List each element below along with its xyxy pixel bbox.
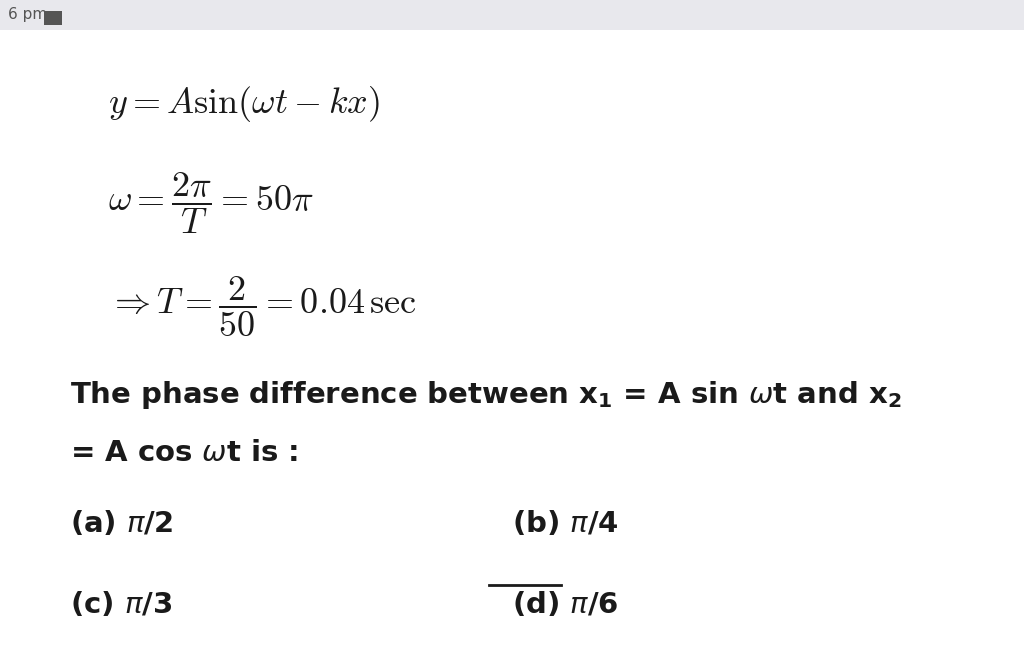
Text: = A cos $\omega$t is :: = A cos $\omega$t is :	[70, 439, 298, 467]
Text: (b) $\pi$/4: (b) $\pi$/4	[512, 509, 618, 538]
Text: (d) $\pi$/6: (d) $\pi$/6	[512, 590, 618, 618]
Text: $y = A\sin(\omega t - kx)$: $y = A\sin(\omega t - kx)$	[108, 84, 380, 124]
Text: $\omega = \dfrac{2\pi}{T} = 50\pi$: $\omega = \dfrac{2\pi}{T} = 50\pi$	[108, 171, 313, 236]
Text: $\Rightarrow T = \dfrac{2}{50} = 0.04\,\mathrm{sec}$: $\Rightarrow T = \dfrac{2}{50} = 0.04\,\…	[108, 275, 416, 339]
Text: The phase difference between $\mathregular{x_1}$ = A sin $\omega$t and $\mathreg: The phase difference between $\mathregul…	[70, 379, 901, 411]
Text: (c) $\pi$/3: (c) $\pi$/3	[70, 590, 172, 618]
Text: (a) $\pi$/2: (a) $\pi$/2	[70, 509, 173, 538]
Text: 6 pm: 6 pm	[8, 7, 47, 22]
